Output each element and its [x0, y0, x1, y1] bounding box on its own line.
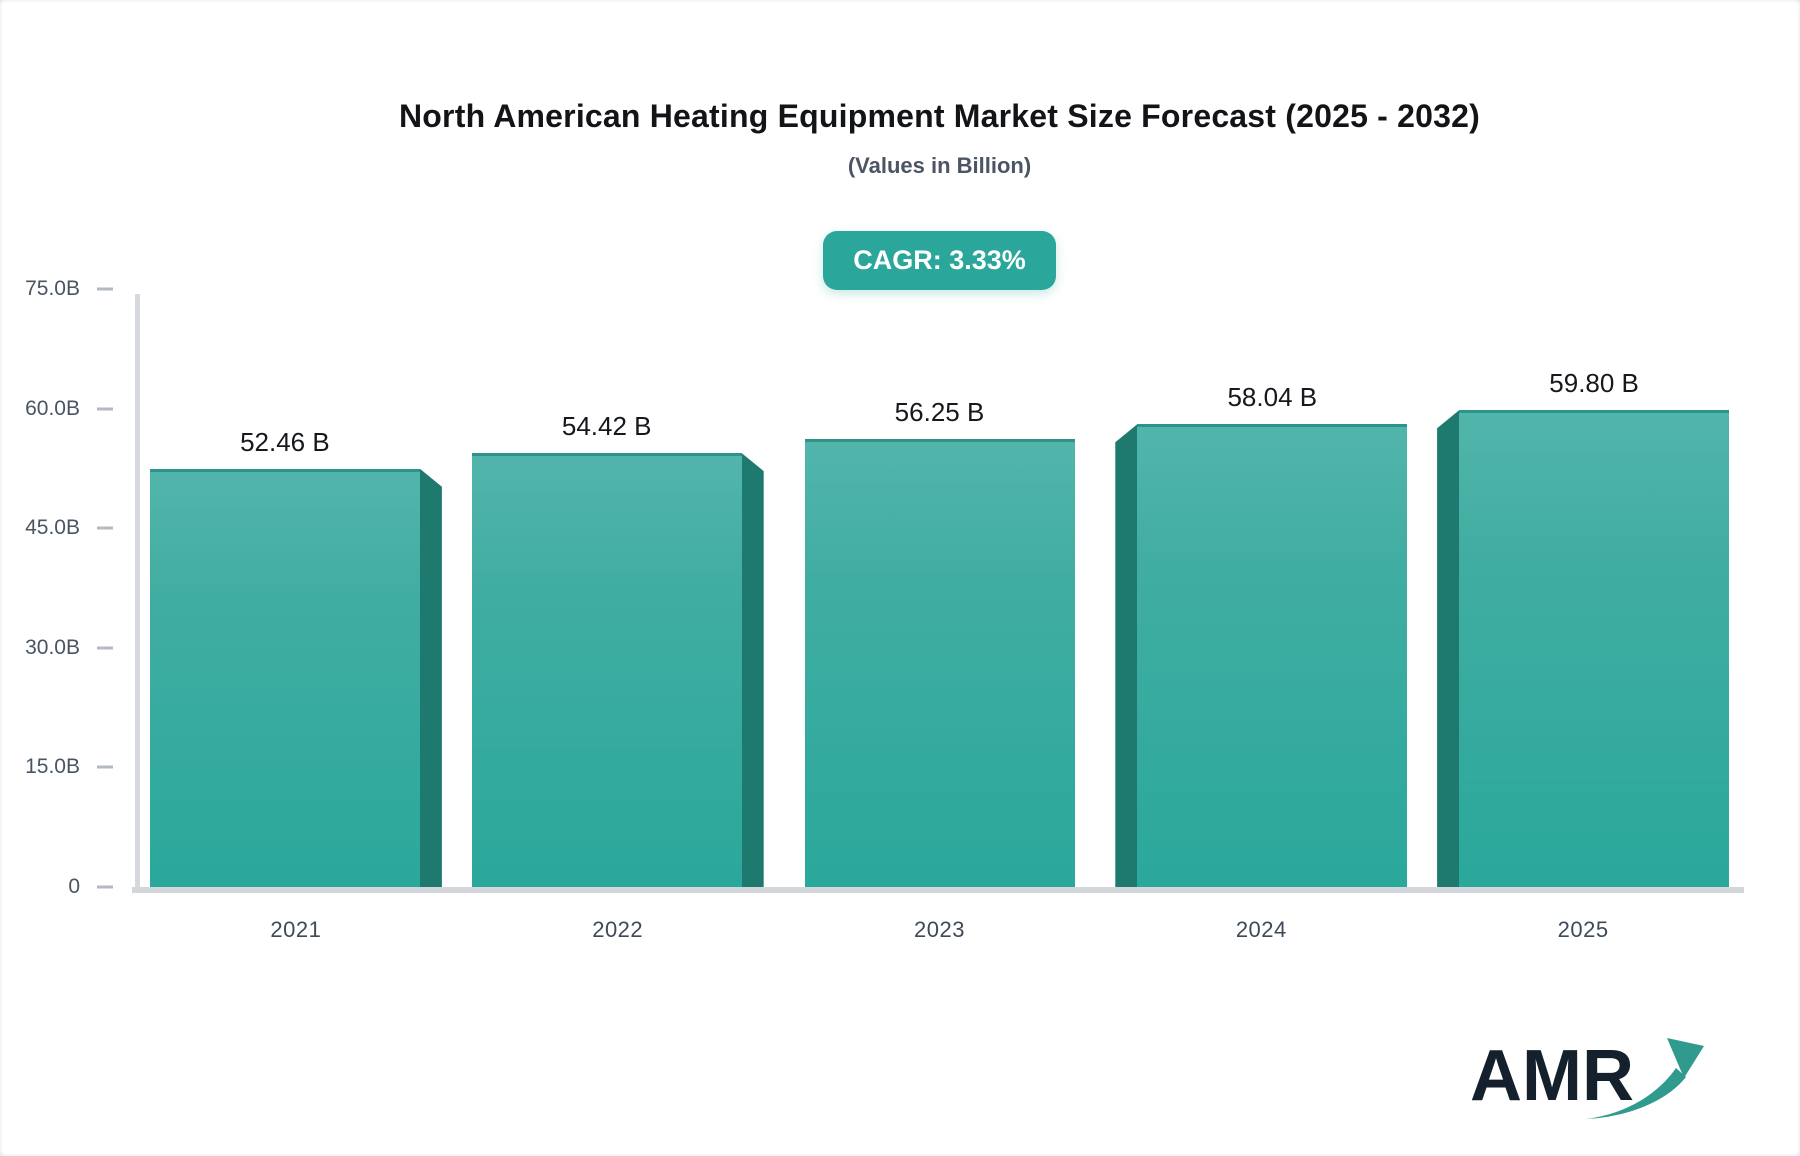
bar-face: [1137, 424, 1408, 887]
bar-2021: 52.46 B: [149, 427, 442, 887]
y-tick-label: 75.0B: [25, 277, 80, 300]
bar-face: [804, 438, 1075, 887]
bar-2022: 54.42 B: [471, 411, 764, 887]
bar-value-label: 52.46 B: [240, 426, 330, 457]
bar-value-label: 54.42 B: [561, 411, 652, 442]
bar-3d-side: [1115, 424, 1138, 887]
bar-value-label: 58.04 B: [1227, 382, 1318, 413]
chart-subtitle: (Values in Billion): [847, 153, 1032, 178]
x-tick-label: 2024: [1235, 917, 1287, 942]
amr-logo-text: AMR: [1470, 1036, 1634, 1116]
y-tick-mark: [97, 885, 113, 889]
x-axis-line: [132, 887, 1744, 893]
bar-face: [471, 453, 742, 887]
y-tick-label: 45.0B: [25, 516, 80, 540]
bar-3d-side: [741, 453, 764, 887]
bar-2024: 58.04 B: [1115, 382, 1408, 887]
y-tick-label: 15.0B: [25, 755, 80, 779]
bar-face: [149, 468, 420, 887]
plot-area: 52.46 B 54.42 B 56.25 B 58.04 B 59.80 B: [135, 289, 1744, 887]
bar-value-label: 59.80 B: [1549, 368, 1639, 399]
x-tick-label: 2022: [592, 917, 644, 942]
bar-3d-side: [1437, 410, 1460, 887]
amr-logo: AMR: [1470, 1036, 1704, 1119]
amr-logo-arrow-icon: [1586, 1068, 1686, 1119]
y-tick-mark: [97, 407, 113, 411]
y-tick-label: 0: [68, 875, 80, 898]
y-tick-mark: [97, 287, 113, 291]
x-tick-label: 2023: [914, 917, 965, 942]
y-axis-line: [135, 294, 140, 887]
x-tick-label: 2021: [270, 917, 322, 942]
x-tick-label: 2025: [1557, 917, 1609, 942]
bar-2023: 56.25 B: [804, 397, 1075, 887]
chart-title: North American Heating Equipment Market …: [399, 98, 1480, 134]
bar-face: [1459, 410, 1730, 887]
bar-3d-side: [419, 468, 442, 887]
amr-logo-arrowhead-icon: [1667, 1038, 1704, 1078]
bar-value-label: 56.25 B: [894, 396, 985, 427]
bar-2025: 59.80 B: [1437, 368, 1730, 887]
y-tick-mark: [97, 526, 113, 530]
y-tick-mark: [97, 765, 113, 769]
y-tick-label: 60.0B: [25, 396, 80, 420]
y-tick-mark: [97, 646, 113, 650]
cagr-badge: CAGR: 3.33%: [823, 231, 1056, 290]
y-tick-label: 30.0B: [25, 635, 80, 659]
chart-header: North American Heating Equipment Market …: [135, 2, 1744, 290]
